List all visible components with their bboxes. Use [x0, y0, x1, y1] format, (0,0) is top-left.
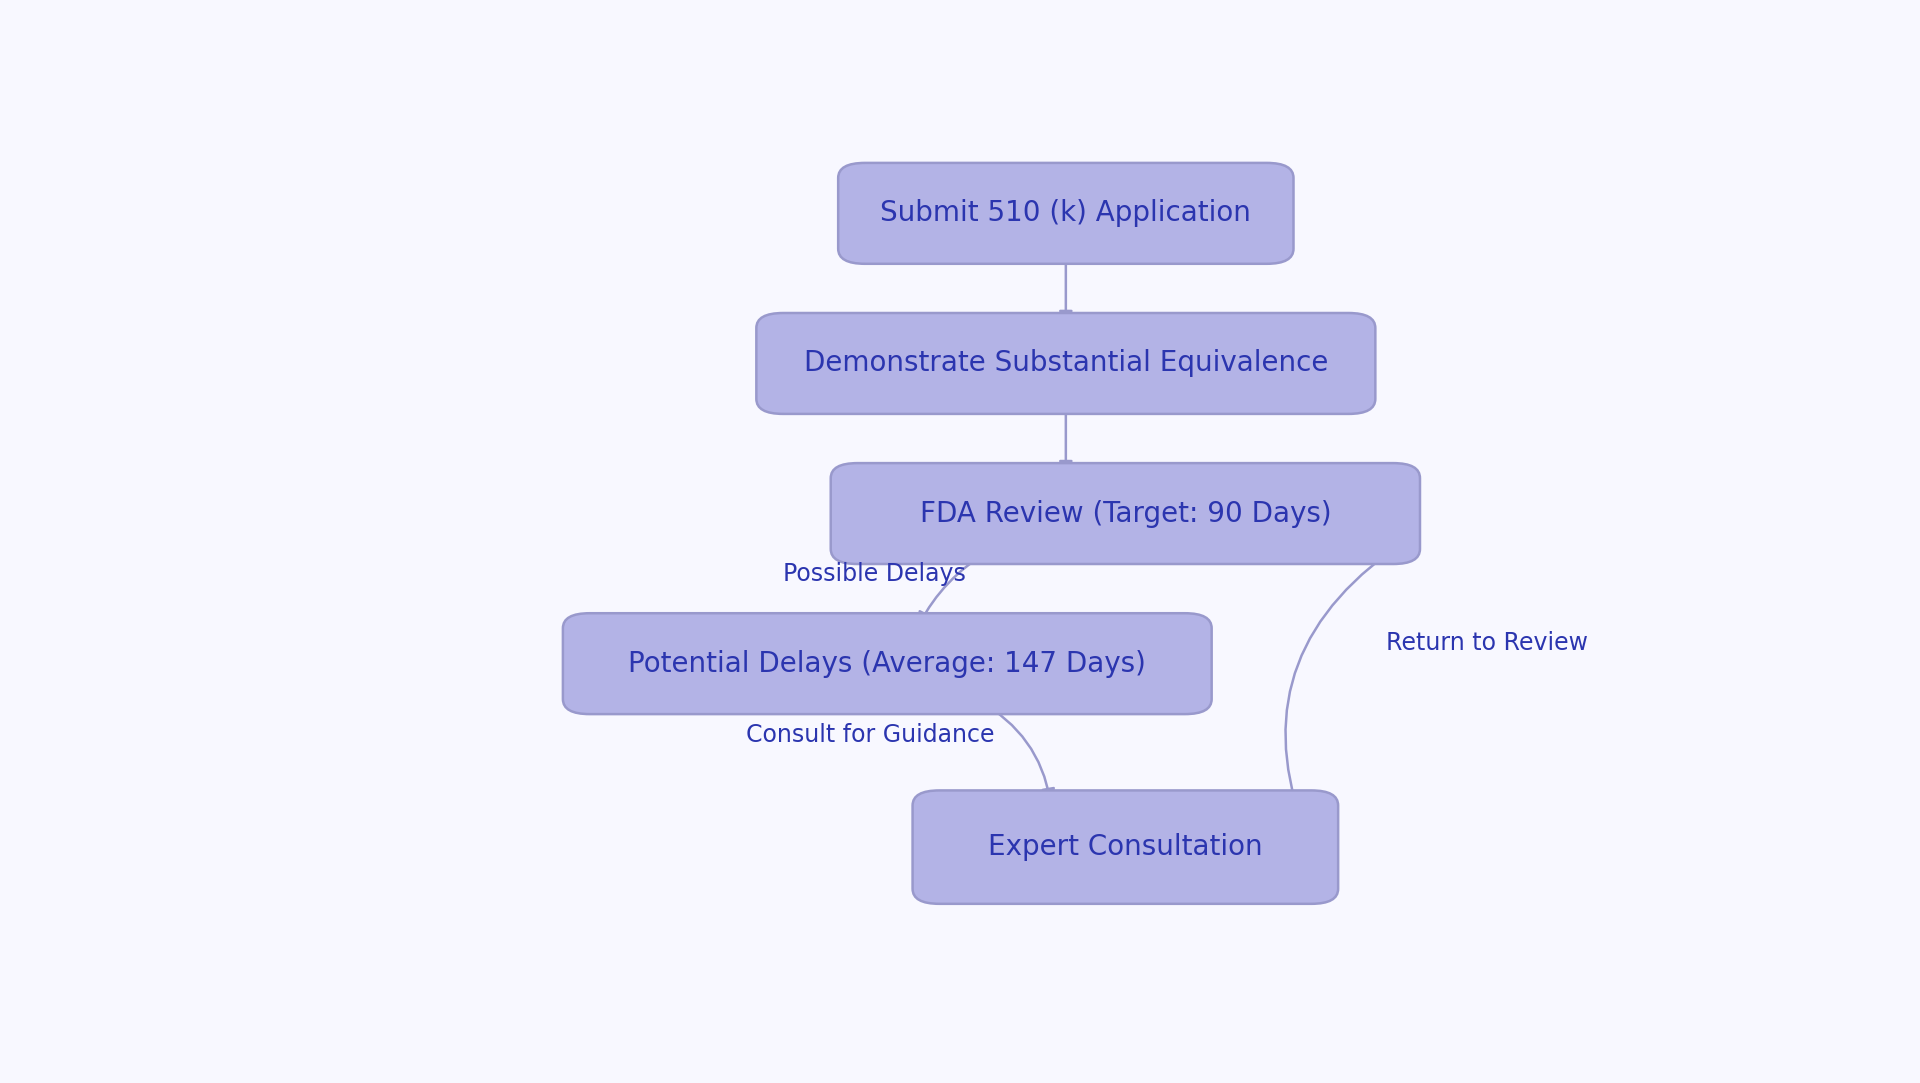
Text: Demonstrate Substantial Equivalence: Demonstrate Substantial Equivalence	[804, 350, 1329, 378]
Text: Expert Consultation: Expert Consultation	[989, 833, 1263, 861]
FancyBboxPatch shape	[912, 791, 1338, 904]
Text: Submit 510 (k) Application: Submit 510 (k) Application	[881, 199, 1252, 227]
Text: Possible Delays: Possible Delays	[783, 562, 966, 586]
FancyBboxPatch shape	[563, 613, 1212, 714]
Text: Potential Delays (Average: 147 Days): Potential Delays (Average: 147 Days)	[628, 650, 1146, 678]
FancyBboxPatch shape	[756, 313, 1375, 414]
Text: Return to Review: Return to Review	[1386, 630, 1588, 655]
FancyBboxPatch shape	[839, 162, 1294, 264]
FancyBboxPatch shape	[831, 464, 1421, 564]
Text: Consult for Guidance: Consult for Guidance	[745, 722, 995, 746]
Text: FDA Review (Target: 90 Days): FDA Review (Target: 90 Days)	[920, 499, 1331, 527]
